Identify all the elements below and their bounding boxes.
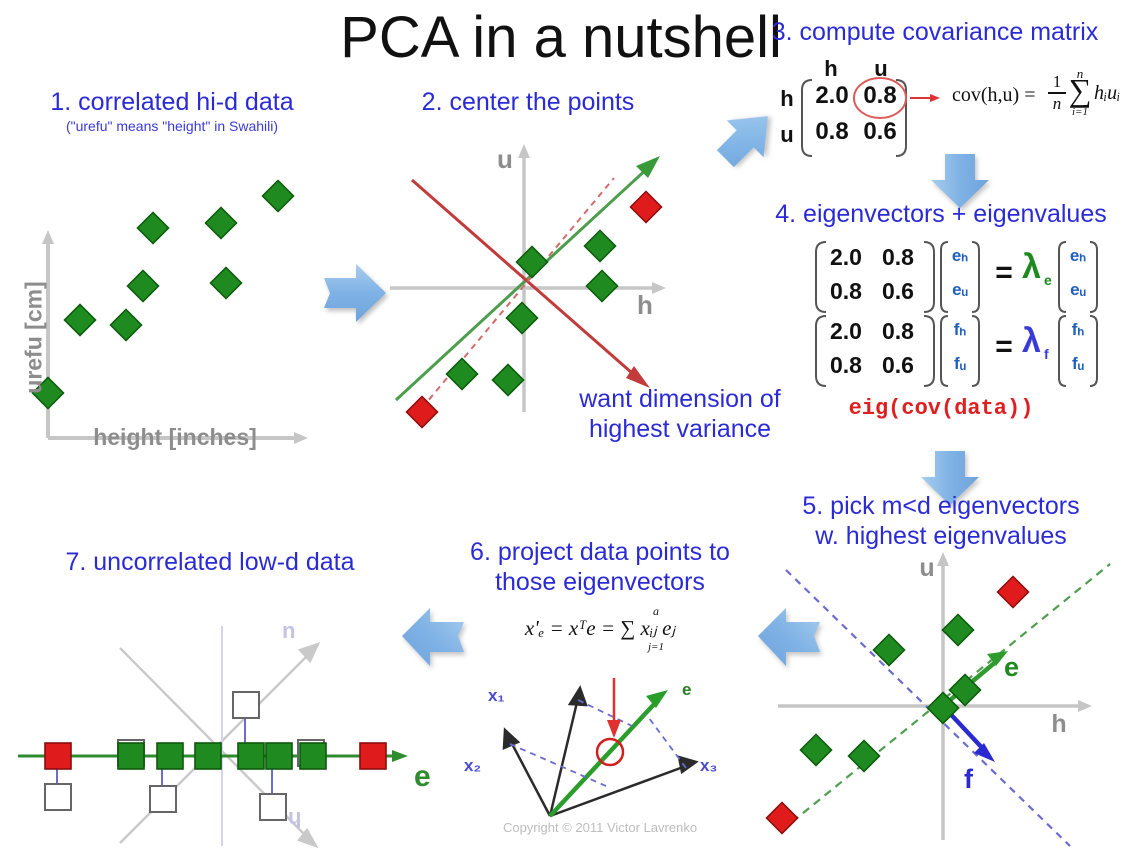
panel-6-project-points: 6. project data points to those eigenvec… — [450, 538, 750, 838]
panel-5-plot — [765, 552, 1111, 847]
step-1-label: 1. correlated hi-d data — [50, 88, 294, 116]
panel-7-axis-label-u: u — [282, 621, 296, 646]
eq2-matrix-10: 0.8 — [830, 352, 862, 378]
eq2-lambda: λ — [1022, 322, 1041, 360]
cov-formula-sum-top: n — [1076, 66, 1084, 81]
projection-formula: x'ₑ = xᵀe = ∑ xᵢⱼ eⱼ — [524, 616, 676, 640]
cov-formula-sum-bottom: i=1 — [1072, 106, 1088, 118]
eq1-lambda: λ — [1022, 248, 1041, 286]
eq1-rhs-vector-brackets — [1058, 241, 1098, 313]
eq1-rhs-vector-top: eₕ — [1069, 246, 1087, 265]
arrow-down-icon-1 — [931, 154, 989, 208]
eq1-matrix-00: 2.0 — [830, 244, 862, 270]
matrix-brackets — [801, 79, 907, 157]
eig-code: eig(cov(data)) — [848, 396, 1034, 421]
panel-1-plot — [31, 179, 308, 444]
step-6-label-line-1: 6. project data points to — [470, 538, 730, 566]
panel-6-vector-label-e: e — [682, 680, 692, 699]
panel-2-y-axis-label: u — [497, 144, 513, 174]
highlight-circle — [853, 77, 940, 119]
panel-1-y-axis-label: urefu [cm] — [20, 281, 47, 394]
panel-2-plot — [390, 144, 666, 429]
cov-formula-lhs: cov(h,u) = — [952, 84, 1036, 106]
step-6-label-line-2: those eigenvectors — [495, 568, 705, 596]
copyright-notice: Copyright © 2011 Victor Lavrenko — [502, 820, 698, 835]
eq2-vector-bottom: fᵤ — [954, 354, 966, 373]
eq2-vector-top: fₕ — [953, 320, 967, 339]
panel-1-correlated-data: 1. correlated hi-d data ("urefu" means "… — [0, 88, 330, 458]
matrix-col-header-u: u — [874, 56, 888, 81]
cov-value-hh: 2.0 — [815, 82, 849, 109]
cov-formula-fraction-bar — [1048, 92, 1066, 94]
eq2-rhs-vector-brackets — [1058, 315, 1098, 387]
step-4-label: 4. eigenvectors + eigenvalues — [775, 200, 1107, 228]
matrix-row-header-h: h — [780, 86, 794, 111]
matrix-row-header-u: u — [780, 122, 794, 147]
panel-6-vectors-plot — [502, 678, 699, 818]
panel-7-axis-label-h: h — [288, 807, 302, 832]
cov-value-uh: 0.8 — [815, 118, 849, 145]
panel-2-x-axis-label: h — [637, 290, 653, 320]
panel-5-y-axis-label: u — [919, 554, 935, 582]
eq1-vector-top: eₕ — [951, 246, 969, 265]
step-5-label-line-2: w. highest eigenvalues — [815, 522, 1067, 550]
panel-5-pick-eigenvectors: 5. pick m<d eigenvectors w. highest eige… — [760, 492, 1122, 854]
cov-formula-term: hᵢuᵢ — [1094, 82, 1121, 104]
panel-2-annotation-line-1: want dimension of — [579, 385, 781, 413]
arrow-right-icon-1 — [324, 264, 386, 322]
projection-formula-sum-bottom: j=1 — [648, 641, 664, 653]
panel-2-annotation-line-2: highest variance — [588, 415, 772, 443]
cov-formula-fraction-numerator: 1 — [1052, 72, 1062, 91]
eq2-lambda-subscript: f — [1044, 346, 1049, 362]
panel-1-x-axis-label: height [inches] — [93, 424, 257, 450]
eq2-rhs-vector-bottom: fᵤ — [1072, 354, 1084, 373]
cov-formula-sum-symbol: ∑ — [1068, 72, 1092, 108]
eq1-vector-bottom: eᵤ — [952, 280, 968, 299]
step-7-label: 7. uncorrelated low-d data — [65, 548, 355, 576]
step-5-label-line-1: 5. pick m<d eigenvectors — [802, 492, 1080, 520]
panel-6-vector-label-x1: x₁ — [488, 686, 505, 705]
eq1-matrix-11: 0.6 — [882, 278, 914, 304]
step-3-label: 3. compute covariance matrix — [771, 18, 1099, 46]
eq1-equals: = — [995, 256, 1013, 289]
arrow-down-icon-2 — [921, 451, 979, 505]
eq1-matrix-brackets — [815, 241, 935, 313]
eq1-matrix-10: 0.8 — [830, 278, 862, 304]
eq1-lambda-subscript: e — [1044, 272, 1052, 288]
eq2-vector-brackets — [940, 315, 980, 387]
step-1-sublabel: ("urefu" means "height" in Swahili) — [65, 118, 279, 134]
arrow-up-right-icon — [716, 116, 768, 168]
eq2-equals: = — [995, 330, 1013, 363]
panel-5-vector-label-f: f — [964, 764, 973, 794]
page-title: PCA in a nutshell — [340, 5, 782, 70]
panel-7-projection-axis-label-e: e — [414, 760, 431, 793]
eq2-matrix-11: 0.6 — [882, 352, 914, 378]
cov-formula-fraction-denominator: n — [1052, 94, 1062, 113]
panel-5-vector-label-e: e — [1004, 652, 1020, 682]
eq1-rhs-vector-bottom: eᵤ — [1070, 280, 1086, 299]
panel-6-vector-label-x3: x₃ — [700, 756, 718, 775]
cov-value-hu: 0.8 — [863, 82, 897, 109]
panel-5-x-axis-label: h — [1051, 710, 1067, 738]
panel-4-eigenvectors: 4. eigenvectors + eigenvalues 2.0 0.8 0.… — [760, 200, 1122, 421]
panel-7-plot — [18, 626, 408, 849]
matrix-col-header-h: h — [824, 56, 838, 81]
panel-6-vector-label-x2: x₂ — [464, 756, 482, 775]
eq2-matrix-brackets — [815, 315, 935, 387]
eq2-rhs-vector-top: fₕ — [1071, 320, 1085, 339]
panel-7-uncorrelated-data: 7. uncorrelated low-d data — [0, 538, 460, 854]
projection-formula-sum-top: a — [653, 604, 659, 618]
eq2-matrix-00: 2.0 — [830, 318, 862, 344]
arrow-left-icon-2 — [402, 608, 464, 666]
arrow-left-icon-1 — [758, 608, 820, 666]
panel-2-center-points: 2. center the points u h — [378, 88, 728, 458]
cov-value-uu: 0.6 — [863, 118, 897, 145]
eq1-matrix-01: 0.8 — [882, 244, 914, 270]
eq2-matrix-01: 0.8 — [882, 318, 914, 344]
panel-3-covariance-matrix: 3. compute covariance matrix h u h u 2.0… — [760, 18, 1122, 168]
eq1-vector-brackets — [940, 241, 980, 313]
step-2-label: 2. center the points — [421, 88, 635, 116]
